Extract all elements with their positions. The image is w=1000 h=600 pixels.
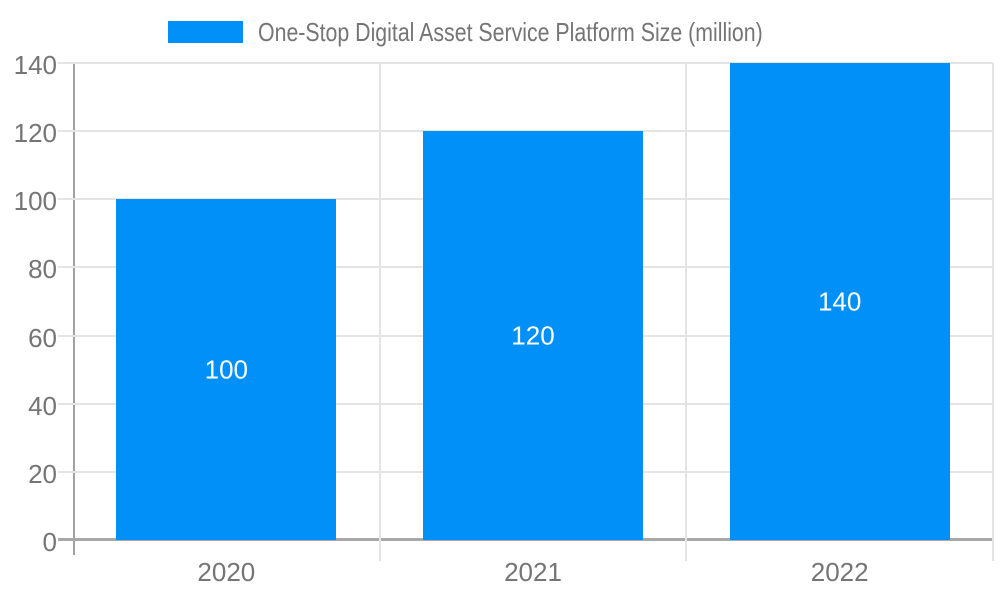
y-axis-label: 0	[42, 527, 57, 557]
x-axis-label: 2020	[197, 557, 256, 587]
legend-label: One-Stop Digital Asset Service Platform …	[258, 16, 763, 47]
y-axis-label: 80	[28, 254, 57, 285]
legend-swatch-icon	[168, 21, 243, 43]
plot-area: 100 120 140	[58, 62, 994, 561]
y-axis-label: 60	[28, 322, 57, 353]
gridline	[58, 130, 993, 133]
gridline	[685, 63, 688, 561]
x-axis-label: 2021	[504, 557, 562, 587]
bar[interactable]: 140	[729, 63, 950, 540]
y-axis-label: 140	[13, 50, 57, 80]
y-axis-label: 120	[13, 118, 57, 149]
bar-value-label: 120	[511, 320, 555, 351]
bar[interactable]: 100	[116, 199, 337, 540]
legend[interactable]: One-Stop Digital Asset Service Platform …	[168, 16, 874, 47]
bar-value-label: 100	[204, 354, 249, 385]
x-axis-label: 2022	[810, 557, 869, 587]
y-axis-label: 20	[28, 458, 57, 489]
y-axis-label: 100	[13, 186, 57, 217]
bar-value-label: 140	[817, 286, 862, 316]
gridline	[378, 63, 381, 561]
gridline	[992, 63, 994, 561]
gridline	[58, 62, 993, 64]
y-axis-label: 40	[28, 390, 57, 421]
y-axis-line	[73, 63, 75, 555]
bar[interactable]: 120	[423, 131, 643, 540]
